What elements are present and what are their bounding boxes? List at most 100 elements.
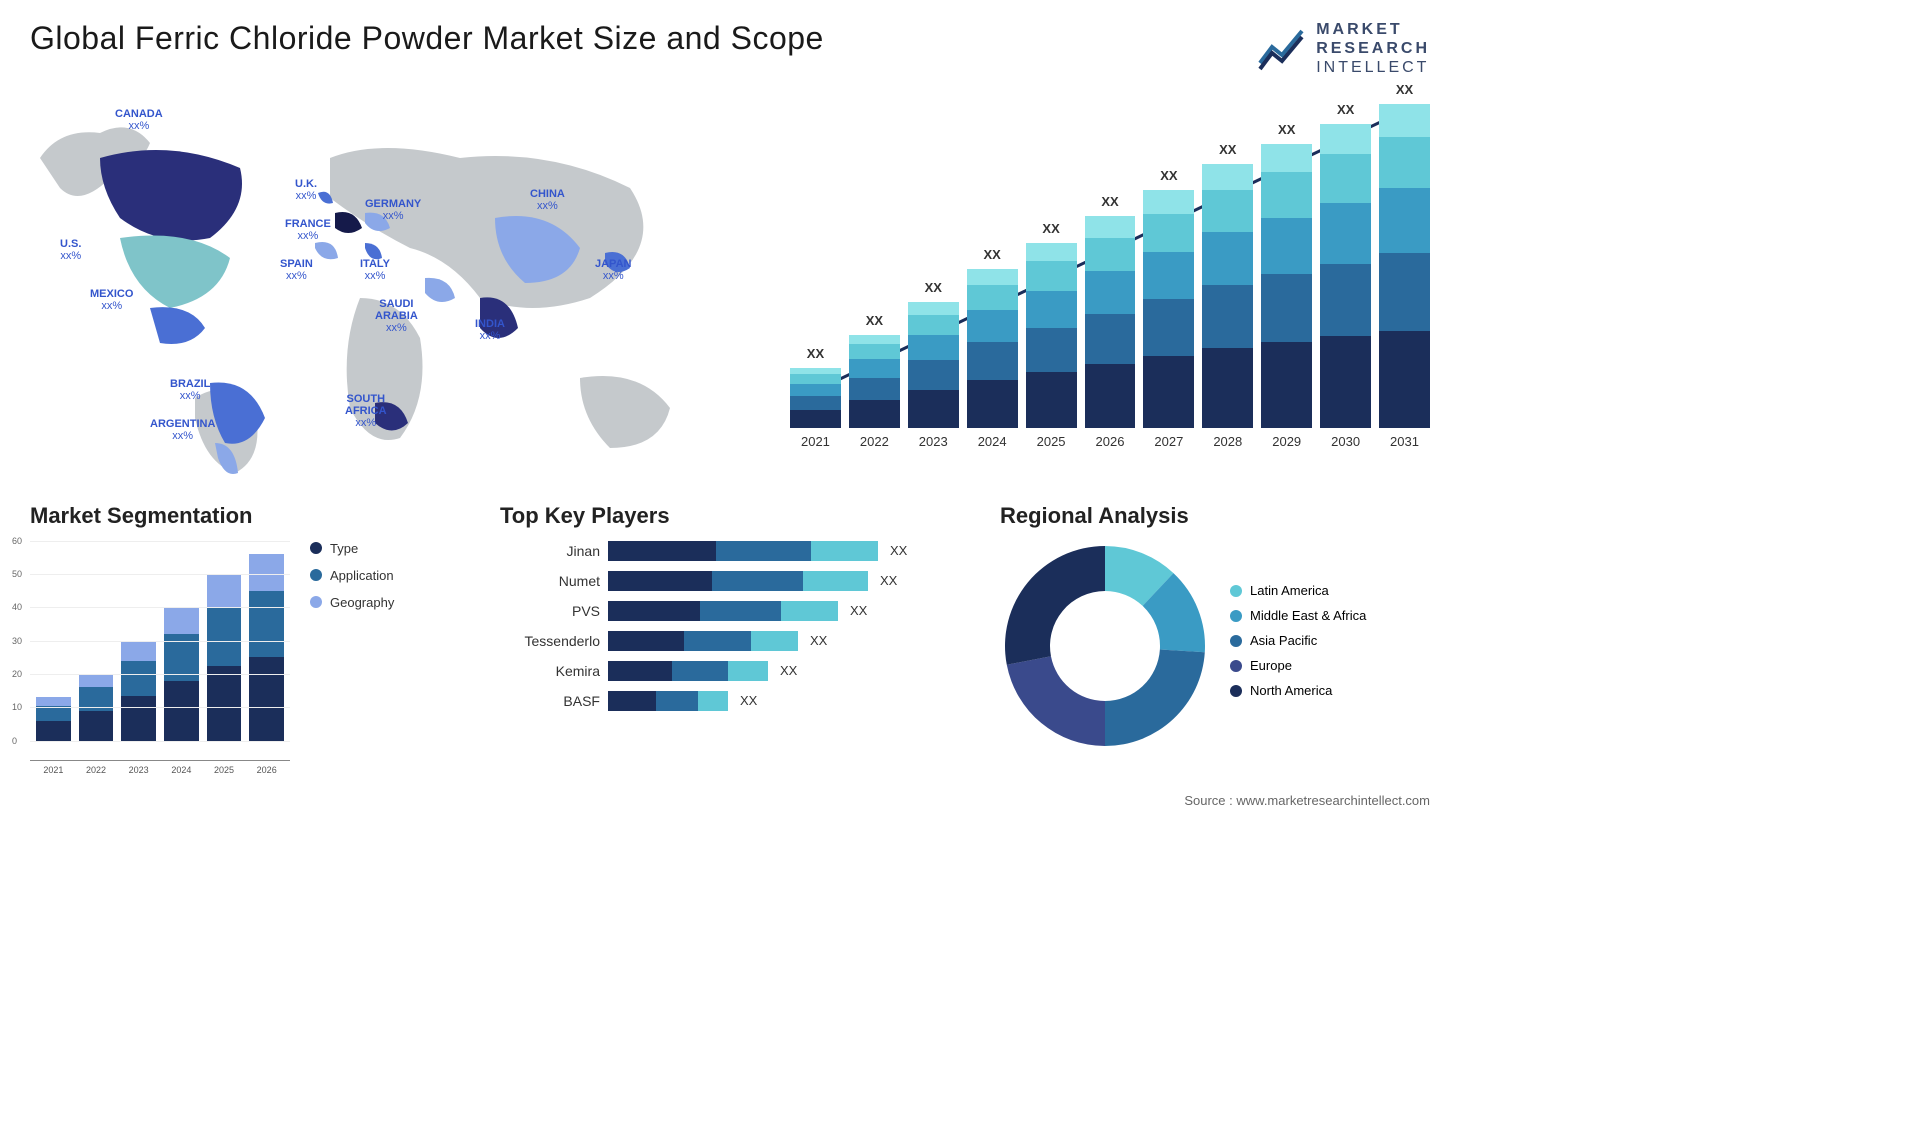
- player-value: XX: [740, 693, 757, 708]
- map-label: MEXICOxx%: [90, 288, 133, 312]
- donut-slice: [1105, 649, 1205, 746]
- y-tick: 10: [12, 702, 22, 712]
- growth-bar: XX: [849, 335, 900, 427]
- player-name: BASF: [500, 693, 600, 709]
- player-bar: [608, 571, 868, 591]
- y-tick: 20: [12, 669, 22, 679]
- player-value: XX: [850, 603, 867, 618]
- source-attribution: Source : www.marketresearchintellect.com: [1184, 793, 1430, 808]
- y-tick: 0: [12, 736, 17, 746]
- x-tick: 2023: [908, 434, 959, 449]
- growth-x-axis: 2021202220232024202520262027202820292030…: [790, 434, 1430, 449]
- map-label: ITALYxx%: [360, 258, 390, 282]
- growth-bar-label: XX: [908, 280, 959, 295]
- x-tick: 2022: [849, 434, 900, 449]
- regional-legend: Latin America Middle East & Africa Asia Pa…: [1230, 583, 1366, 708]
- x-tick: 2029: [1261, 434, 1312, 449]
- player-name: Jinan: [500, 543, 600, 559]
- map-label: U.S.xx%: [60, 238, 81, 262]
- x-tick: 2024: [164, 765, 199, 775]
- player-value: XX: [880, 573, 897, 588]
- x-tick: 2021: [36, 765, 71, 775]
- player-row: Tessenderlo XX: [500, 631, 970, 651]
- player-name: PVS: [500, 603, 600, 619]
- y-tick: 30: [12, 636, 22, 646]
- x-tick: 2026: [249, 765, 284, 775]
- growth-bar: XX: [1085, 216, 1136, 427]
- x-tick: 2031: [1379, 434, 1430, 449]
- key-players-chart: Jinan XX Numet XX PVS XX Tessenderlo XX Kemira XX…: [500, 541, 970, 711]
- growth-bar: XX: [1202, 164, 1253, 428]
- legend-item: Application: [310, 568, 394, 583]
- player-value: XX: [780, 663, 797, 678]
- growth-chart-panel: XXXXXXXXXXXXXXXXXXXXXX 20212022202320242…: [790, 98, 1430, 478]
- legend-item: Europe: [1230, 658, 1366, 673]
- growth-bar-label: XX: [1202, 142, 1253, 157]
- growth-bar: XX: [908, 302, 959, 427]
- x-tick: 2021: [790, 434, 841, 449]
- world-map-panel: CANADAxx%U.S.xx%MEXICOxx%BRAZILxx%ARGENT…: [30, 98, 760, 478]
- player-bar: [608, 691, 728, 711]
- logo-icon: [1258, 25, 1306, 73]
- player-bar: [608, 661, 768, 681]
- growth-bar: XX: [1026, 243, 1077, 428]
- x-tick: 2026: [1085, 434, 1136, 449]
- map-label: GERMANYxx%: [365, 198, 421, 222]
- regional-donut: [1000, 541, 1210, 751]
- map-label: SOUTHAFRICAxx%: [345, 393, 387, 429]
- segmentation-bar: [249, 554, 284, 741]
- player-name: Numet: [500, 573, 600, 589]
- map-label: U.K.xx%: [295, 178, 317, 202]
- legend-item: Geography: [310, 595, 394, 610]
- map-label: SAUDIARABIAxx%: [375, 298, 418, 334]
- growth-bar: XX: [790, 368, 841, 427]
- x-tick: 2030: [1320, 434, 1371, 449]
- legend-item: Middle East & Africa: [1230, 608, 1366, 623]
- segmentation-title: Market Segmentation: [30, 503, 470, 529]
- legend-item: Asia Pacific: [1230, 633, 1366, 648]
- segmentation-bar: [36, 697, 71, 740]
- y-tick: 50: [12, 569, 22, 579]
- map-label: SPAINxx%: [280, 258, 313, 282]
- player-value: XX: [890, 543, 907, 558]
- player-bar: [608, 631, 798, 651]
- player-row: PVS XX: [500, 601, 970, 621]
- map-label: FRANCExx%: [285, 218, 331, 242]
- player-row: Jinan XX: [500, 541, 970, 561]
- growth-bar: XX: [1143, 190, 1194, 428]
- map-label: CHINAxx%: [530, 188, 565, 212]
- player-row: Numet XX: [500, 571, 970, 591]
- segmentation-panel: Market Segmentation 0102030405060 2021 20…: [30, 503, 470, 783]
- regional-title: Regional Analysis: [1000, 503, 1430, 529]
- x-tick: 2025: [207, 765, 242, 775]
- player-row: Kemira XX: [500, 661, 970, 681]
- page-title: Global Ferric Chloride Powder Market Siz…: [30, 20, 824, 57]
- growth-bar-label: XX: [1320, 102, 1371, 117]
- x-tick: 2028: [1202, 434, 1253, 449]
- regional-panel: Regional Analysis Latin America Middle Ea…: [1000, 503, 1430, 783]
- legend-item: Latin America: [1230, 583, 1366, 598]
- growth-bar-label: XX: [1143, 168, 1194, 183]
- segmentation-chart: 0102030405060: [30, 541, 290, 761]
- growth-bar-label: XX: [790, 346, 841, 361]
- map-label: ARGENTINAxx%: [150, 418, 215, 442]
- player-value: XX: [810, 633, 827, 648]
- growth-bar: XX: [1379, 104, 1430, 427]
- logo-line1: MARKET: [1316, 20, 1430, 39]
- growth-bar-label: XX: [1085, 194, 1136, 209]
- donut-slice: [1007, 656, 1105, 746]
- logo-line3: INTELLECT: [1316, 58, 1430, 77]
- y-tick: 60: [12, 536, 22, 546]
- player-name: Kemira: [500, 663, 600, 679]
- player-bar: [608, 541, 878, 561]
- player-name: Tessenderlo: [500, 633, 600, 649]
- donut-slice: [1005, 546, 1105, 665]
- x-tick: 2022: [79, 765, 114, 775]
- segmentation-x-axis: 202120222023202420252026: [30, 765, 290, 775]
- x-tick: 2024: [967, 434, 1018, 449]
- segmentation-legend: TypeApplicationGeography: [310, 541, 394, 775]
- map-label: CANADAxx%: [115, 108, 163, 132]
- player-bar: [608, 601, 838, 621]
- map-label: INDIAxx%: [475, 318, 505, 342]
- growth-stacked-bars: XXXXXXXXXXXXXXXXXXXXXX: [790, 98, 1430, 428]
